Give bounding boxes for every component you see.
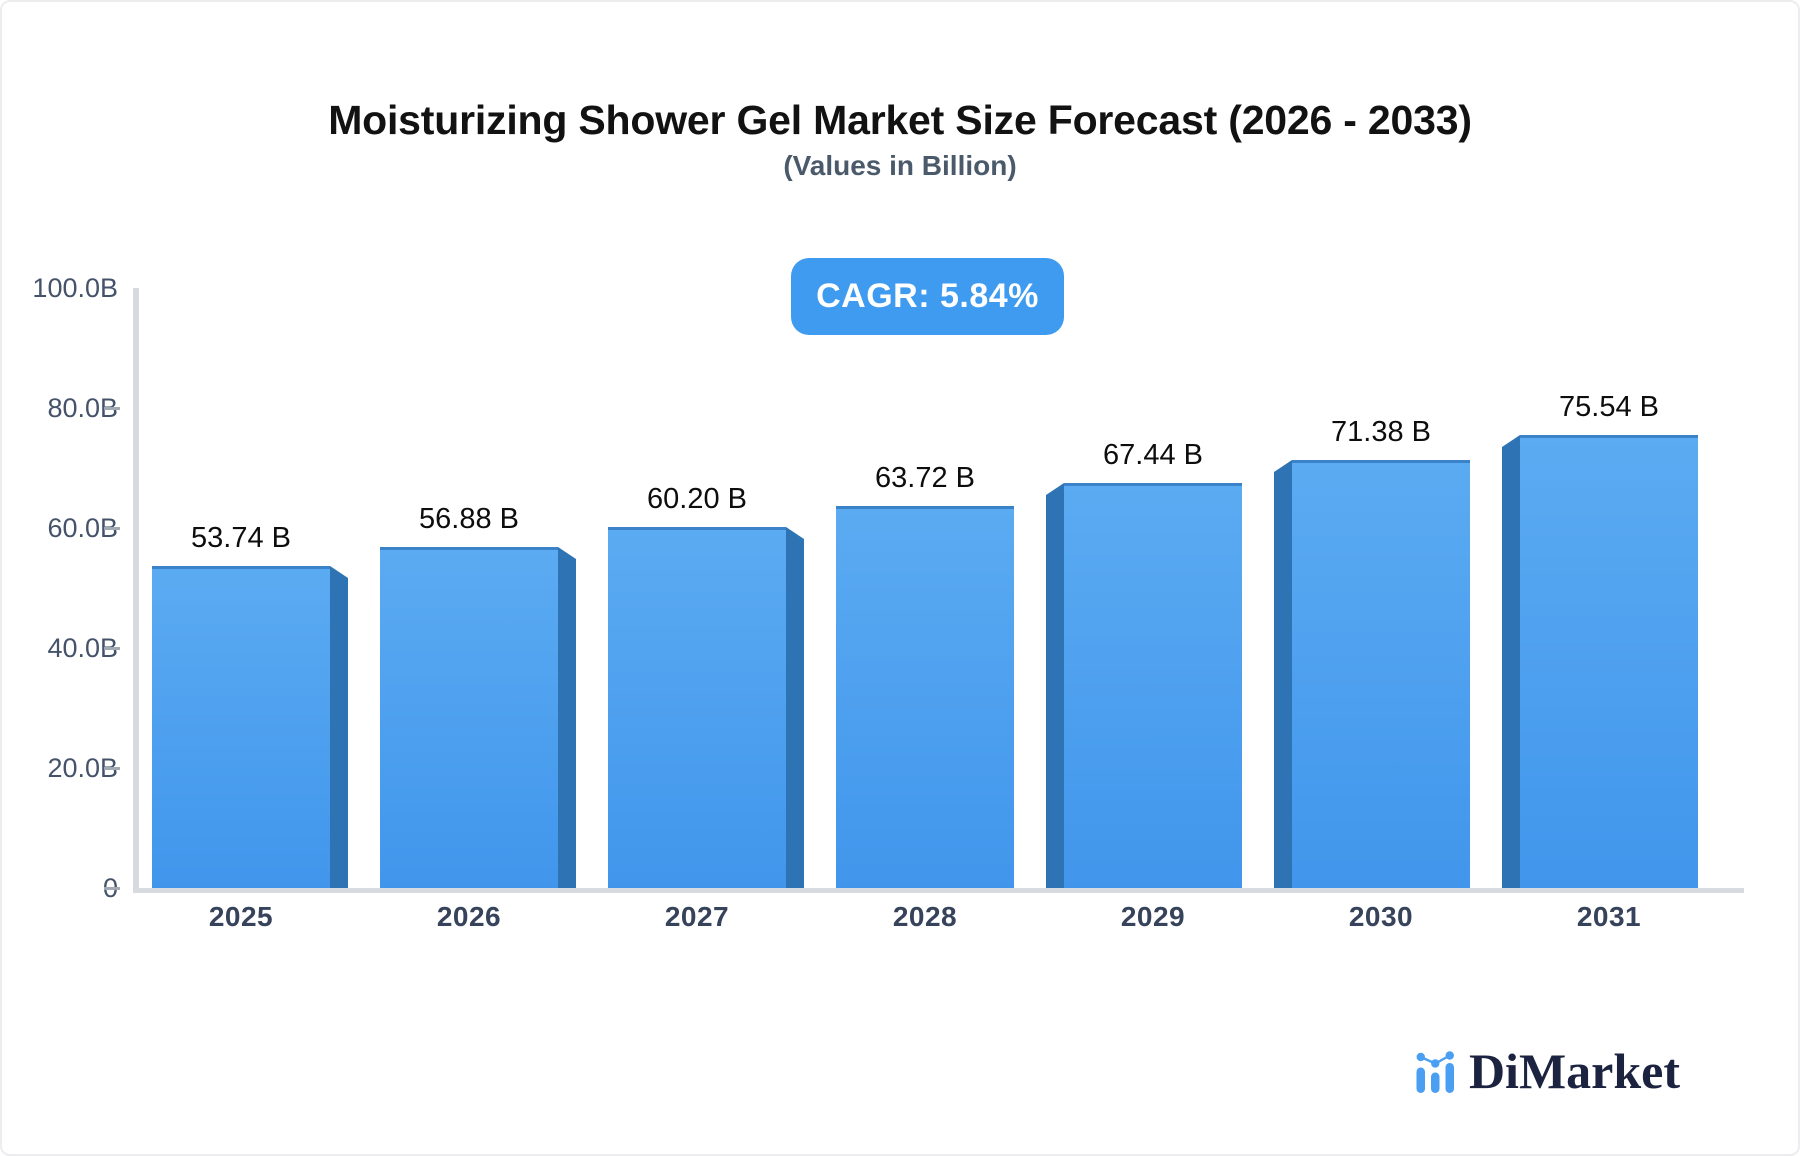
x-axis-label: 2028 (892, 901, 958, 932)
bar-2030 (1274, 460, 1470, 888)
bar-side-bevel (1502, 435, 1520, 888)
y-axis-tick (104, 646, 120, 650)
x-axis-label: 2030 (1348, 901, 1414, 932)
bar-face (1520, 435, 1698, 888)
y-axis-label: 20.0B (47, 753, 118, 783)
x-axis-label: 2025 (208, 901, 274, 932)
cagr-badge-label: CAGR: 5.84% (816, 277, 1039, 315)
bar-side-bevel (1046, 483, 1064, 888)
bar-2031 (1502, 435, 1698, 888)
cagr-badge: CAGR: 5.84% (791, 258, 1064, 335)
bar-side-bevel (1274, 460, 1292, 888)
bar-value-label: 67.44 B (1103, 439, 1203, 471)
y-axis-label: 100.0B (32, 273, 118, 303)
bar-2025 (152, 566, 348, 888)
bar-face (152, 566, 330, 888)
bar-side-bevel (786, 527, 804, 888)
y-axis-label: 0 (12, 872, 118, 904)
bar-2029 (1046, 483, 1242, 888)
bar-value-label: 63.72 B (875, 462, 975, 494)
y-axis-label: 40.0B (47, 633, 118, 663)
bar-2026 (380, 547, 576, 888)
bar-value-label: 60.20 B (647, 483, 747, 515)
bar-value-label: 56.88 B (419, 503, 519, 535)
y-axis-tick (104, 406, 120, 410)
x-axis-label: 2027 (664, 901, 730, 932)
page-title: Moisturizing Shower Gel Market Size Fore… (328, 97, 1472, 143)
chart-subtitle: (Values in Billion) (783, 150, 1017, 181)
bar-value-label: 75.54 B (1559, 391, 1659, 423)
y-axis-tick (104, 526, 120, 530)
bar-side-bevel (558, 547, 576, 888)
bar-value-label: 53.74 B (191, 522, 291, 554)
bar-2028 (836, 506, 1014, 888)
dimarket-logo: DiMarket (1415, 1046, 1680, 1096)
x-axis-label: 2029 (1120, 901, 1186, 932)
bar-face (836, 506, 1014, 888)
bar-face (380, 547, 558, 888)
y-axis-label: 60.0B (47, 513, 118, 543)
bar-value-label: 71.38 B (1331, 416, 1431, 448)
bar-2027 (608, 527, 804, 888)
dimarket-logo-text: DiMarket (1468, 1043, 1680, 1099)
x-axis-label: 2026 (436, 901, 502, 932)
bar-face (1292, 460, 1470, 888)
dimarket-logo-icon (1416, 1051, 1454, 1093)
y-axis-line (133, 288, 139, 893)
bar-face (608, 527, 786, 888)
y-axis-label: 80.0B (47, 393, 118, 423)
y-axis-tick (104, 886, 120, 890)
bar-face (1064, 483, 1242, 888)
bar-side-bevel (330, 566, 348, 888)
x-axis-line (133, 888, 1744, 893)
y-axis-tick (104, 766, 120, 770)
x-axis-label: 2031 (1576, 901, 1642, 932)
